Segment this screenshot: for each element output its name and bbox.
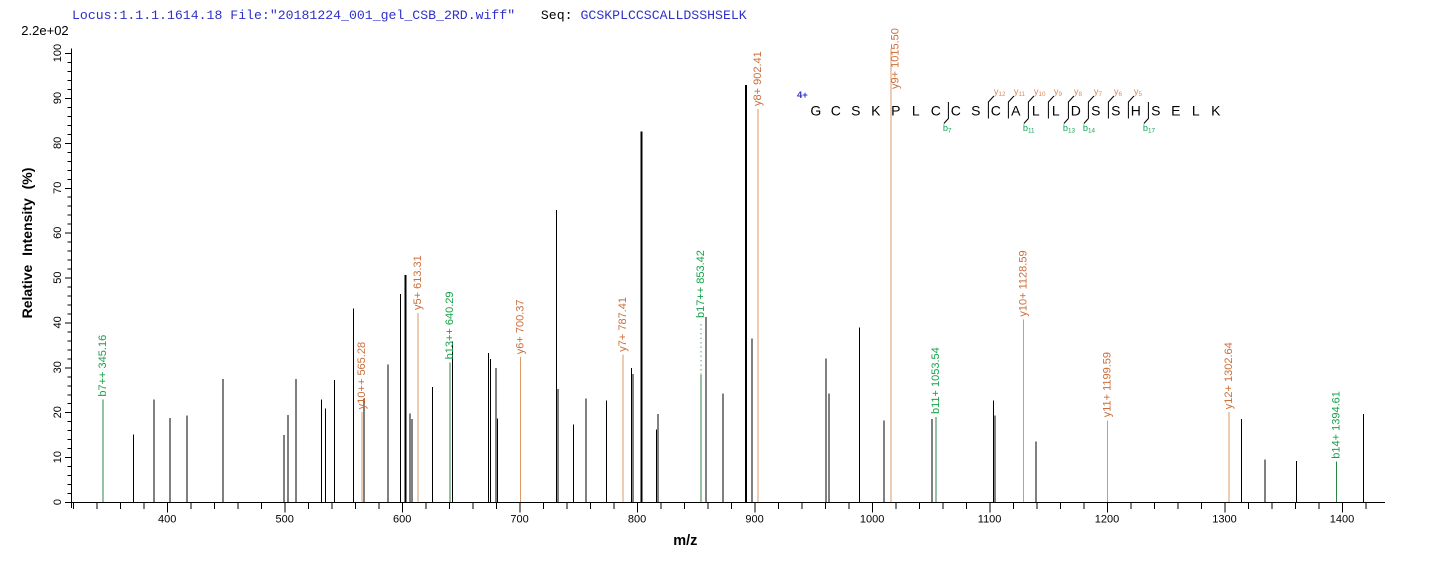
svg-text:1000: 1000	[860, 514, 884, 526]
svg-text:b14: b14	[1083, 123, 1096, 135]
svg-text:C: C	[951, 102, 961, 118]
svg-text:G: G	[810, 102, 821, 118]
svg-text:L: L	[1052, 102, 1060, 118]
svg-text:y7: y7	[1094, 87, 1103, 99]
svg-text:60: 60	[52, 227, 64, 239]
svg-text:4+: 4+	[797, 90, 808, 101]
svg-text:C: C	[831, 102, 841, 118]
svg-text:y12: y12	[994, 87, 1006, 99]
svg-text:H: H	[1131, 102, 1141, 118]
svg-text:y5: y5	[1134, 87, 1143, 99]
svg-text:y10+ 1128.59: y10+ 1128.59	[1018, 250, 1030, 316]
svg-text:1300: 1300	[1212, 514, 1236, 526]
svg-text:S: S	[1151, 102, 1160, 118]
svg-text:L: L	[1192, 102, 1200, 118]
svg-text:D: D	[1071, 102, 1081, 118]
svg-text:y6+ 700.37: y6+ 700.37	[515, 299, 527, 354]
svg-text:K: K	[871, 102, 881, 118]
svg-text:30: 30	[52, 361, 64, 373]
svg-text:y9: y9	[1054, 87, 1063, 99]
svg-text:b7++ 345.16: b7++ 345.16	[97, 335, 109, 397]
svg-text:1400: 1400	[1330, 514, 1354, 526]
svg-text:S: S	[1111, 102, 1120, 118]
svg-text:1100: 1100	[978, 514, 1002, 526]
svg-text:100: 100	[52, 44, 64, 62]
svg-text:y12+ 1302.64: y12+ 1302.64	[1223, 342, 1235, 409]
svg-text:C: C	[931, 102, 941, 118]
svg-text:90: 90	[52, 92, 64, 104]
svg-text:1200: 1200	[1095, 514, 1119, 526]
svg-text:40: 40	[52, 316, 64, 328]
svg-text:b14+ 1394.61: b14+ 1394.61	[1331, 391, 1343, 459]
svg-text:A: A	[1011, 102, 1021, 118]
svg-text:C: C	[991, 102, 1001, 118]
svg-text:50: 50	[52, 271, 64, 283]
svg-text:10: 10	[52, 451, 64, 463]
svg-text:b17: b17	[1143, 123, 1156, 135]
svg-text:P: P	[891, 102, 900, 118]
svg-text:0: 0	[52, 499, 64, 505]
svg-text:500: 500	[276, 514, 294, 526]
svg-text:80: 80	[52, 137, 64, 149]
svg-text:S: S	[851, 102, 860, 118]
svg-text:b7: b7	[943, 123, 952, 135]
svg-text:L: L	[1032, 102, 1040, 118]
svg-text:y8+ 902.41: y8+ 902.41	[752, 51, 764, 106]
svg-text:E: E	[1171, 102, 1180, 118]
svg-text:b11: b11	[1023, 123, 1035, 135]
svg-text:K: K	[1211, 102, 1221, 118]
svg-text:y11+ 1199.59: y11+ 1199.59	[1101, 352, 1113, 417]
svg-text:b13++ 640.29: b13++ 640.29	[444, 291, 456, 359]
svg-text:70: 70	[52, 182, 64, 194]
svg-text:b13: b13	[1063, 123, 1076, 135]
svg-text:Relative Intensity (%): Relative Intensity (%)	[19, 168, 35, 319]
svg-text:b17++ 853.42: b17++ 853.42	[695, 250, 707, 318]
svg-text:y8: y8	[1074, 87, 1083, 99]
svg-text:600: 600	[393, 514, 411, 526]
svg-text:y7+ 787.41: y7+ 787.41	[617, 297, 629, 352]
svg-text:m/z: m/z	[673, 533, 697, 549]
svg-text:y10: y10	[1034, 87, 1046, 99]
svg-text:S: S	[971, 102, 980, 118]
svg-text:L: L	[912, 102, 920, 118]
svg-text:S: S	[1091, 102, 1100, 118]
svg-text:y5+ 613.31: y5+ 613.31	[412, 255, 424, 310]
svg-text:700: 700	[510, 514, 528, 526]
svg-text:b11+ 1053.54: b11+ 1053.54	[930, 347, 942, 414]
svg-text:20: 20	[52, 406, 64, 418]
svg-text:y10++ 565.28: y10++ 565.28	[356, 342, 368, 409]
svg-text:900: 900	[745, 514, 763, 526]
svg-text:800: 800	[628, 514, 646, 526]
svg-text:Locus:1.1.1.1614.18 File:"2018: Locus:1.1.1.1614.18 File:"20181224_001_g…	[72, 8, 747, 23]
svg-text:400: 400	[158, 514, 176, 526]
svg-text:y9+ 1015.50: y9+ 1015.50	[889, 28, 901, 89]
svg-text:y11: y11	[1014, 87, 1026, 99]
svg-text:y6: y6	[1114, 87, 1123, 99]
svg-text:2.2e+02: 2.2e+02	[21, 23, 68, 38]
